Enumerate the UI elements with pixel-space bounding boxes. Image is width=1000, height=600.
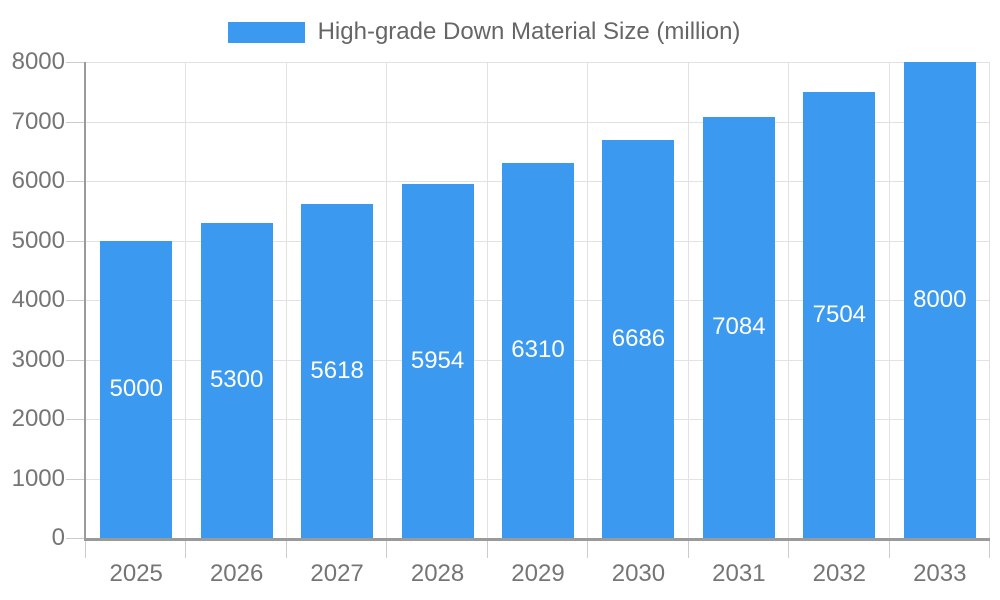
y-tick (66, 181, 86, 182)
legend-swatch[interactable] (227, 21, 305, 43)
y-tick (66, 359, 86, 361)
bar-value-label: 6686 (611, 325, 666, 353)
x-tick (687, 541, 689, 558)
x-tick (185, 541, 187, 558)
bar-slot-2032: 7504 (789, 62, 889, 538)
gridline-v (788, 62, 790, 538)
x-axis-label: 2025 (109, 560, 163, 587)
x-axis-label: 2027 (310, 560, 364, 587)
gridline-v (386, 62, 388, 538)
x-axis-label: 2028 (410, 560, 465, 587)
gridline-v (285, 62, 287, 538)
bar-2028: 5954 (401, 183, 474, 538)
bar-2030: 6686 (602, 140, 675, 538)
bar-2033: 8000 (903, 62, 976, 538)
bar-2031: 7084 (702, 116, 775, 538)
y-tick (66, 240, 86, 242)
y-axis-label: 5000 (11, 226, 65, 254)
bar-slot-2028: 5954 (387, 62, 487, 538)
x-tick (888, 541, 890, 558)
gridline-h (86, 121, 990, 123)
y-axis-label: 7000 (11, 107, 65, 135)
x-axis-label: 2029 (511, 560, 565, 587)
bar-slot-2031: 7084 (689, 62, 789, 538)
legend-series-label[interactable]: High-grade Down Material Size (million) (317, 18, 741, 45)
gridline-v (989, 62, 990, 538)
x-axis-line (84, 538, 990, 541)
x-tick (285, 541, 287, 558)
bar-2027: 5618 (301, 203, 374, 538)
legend[interactable]: High-grade Down Material Size (million) (0, 20, 984, 44)
bar-value-label: 5954 (410, 346, 465, 374)
gridline-v (185, 62, 187, 538)
y-tick (66, 121, 86, 123)
gridline-h (86, 62, 990, 63)
x-tick (386, 541, 388, 558)
bar-2025: 5000 (100, 240, 173, 538)
bar-value-label: 6310 (511, 336, 565, 364)
bar-value-label: 8000 (913, 286, 967, 313)
x-axis-label: 2032 (812, 560, 867, 587)
bar-slot-2027: 5618 (287, 62, 387, 538)
x-tick (486, 541, 488, 558)
y-axis-label: 4000 (11, 286, 65, 313)
y-axis-label: 3000 (11, 345, 65, 373)
x-axis-label: 2026 (209, 560, 264, 587)
bar-value-label: 7504 (812, 300, 867, 328)
gridline-v (587, 62, 589, 538)
y-axis-label: 8000 (11, 48, 65, 75)
y-axis-label: 2000 (11, 405, 65, 432)
x-axis-label: 2030 (611, 560, 666, 587)
bar-slot-2026: 5300 (186, 62, 286, 538)
bar-value-label: 5618 (310, 356, 364, 384)
y-tick (66, 538, 86, 539)
y-tick (66, 478, 86, 480)
x-axis-label: 2031 (712, 560, 766, 587)
bar-value-label: 5300 (209, 366, 264, 394)
x-axis-label: 2033 (913, 560, 967, 587)
bar-2032: 7504 (803, 91, 876, 538)
x-tick (989, 541, 990, 558)
y-axis-label: 1000 (11, 464, 65, 492)
y-tick (66, 62, 86, 63)
x-tick (85, 541, 86, 558)
bar-chart-plot-area: 5000 5300 5618 5954 6310 6686 7084 7504 8000 0 10… (12, 50, 990, 586)
gridline-v (687, 62, 689, 538)
bar-2026: 5300 (200, 222, 273, 538)
bar-value-label: 7084 (712, 313, 766, 341)
gridline-v (486, 62, 488, 538)
y-tick (66, 300, 86, 301)
bar-value-label: 5000 (109, 375, 163, 403)
bar-2029: 6310 (501, 162, 574, 538)
y-axis-label: 6000 (11, 167, 65, 194)
y-axis-line (84, 62, 86, 538)
bar-slot-2033: 8000 (890, 62, 990, 538)
bar-slot-2025: 5000 (86, 62, 186, 538)
y-tick (66, 419, 86, 420)
x-tick (788, 541, 790, 558)
y-axis-label: 0 (51, 524, 65, 551)
x-tick (587, 541, 589, 558)
gridline-v (888, 62, 890, 538)
bar-slot-2030: 6686 (588, 62, 688, 538)
bar-slot-2029: 6310 (488, 62, 588, 538)
